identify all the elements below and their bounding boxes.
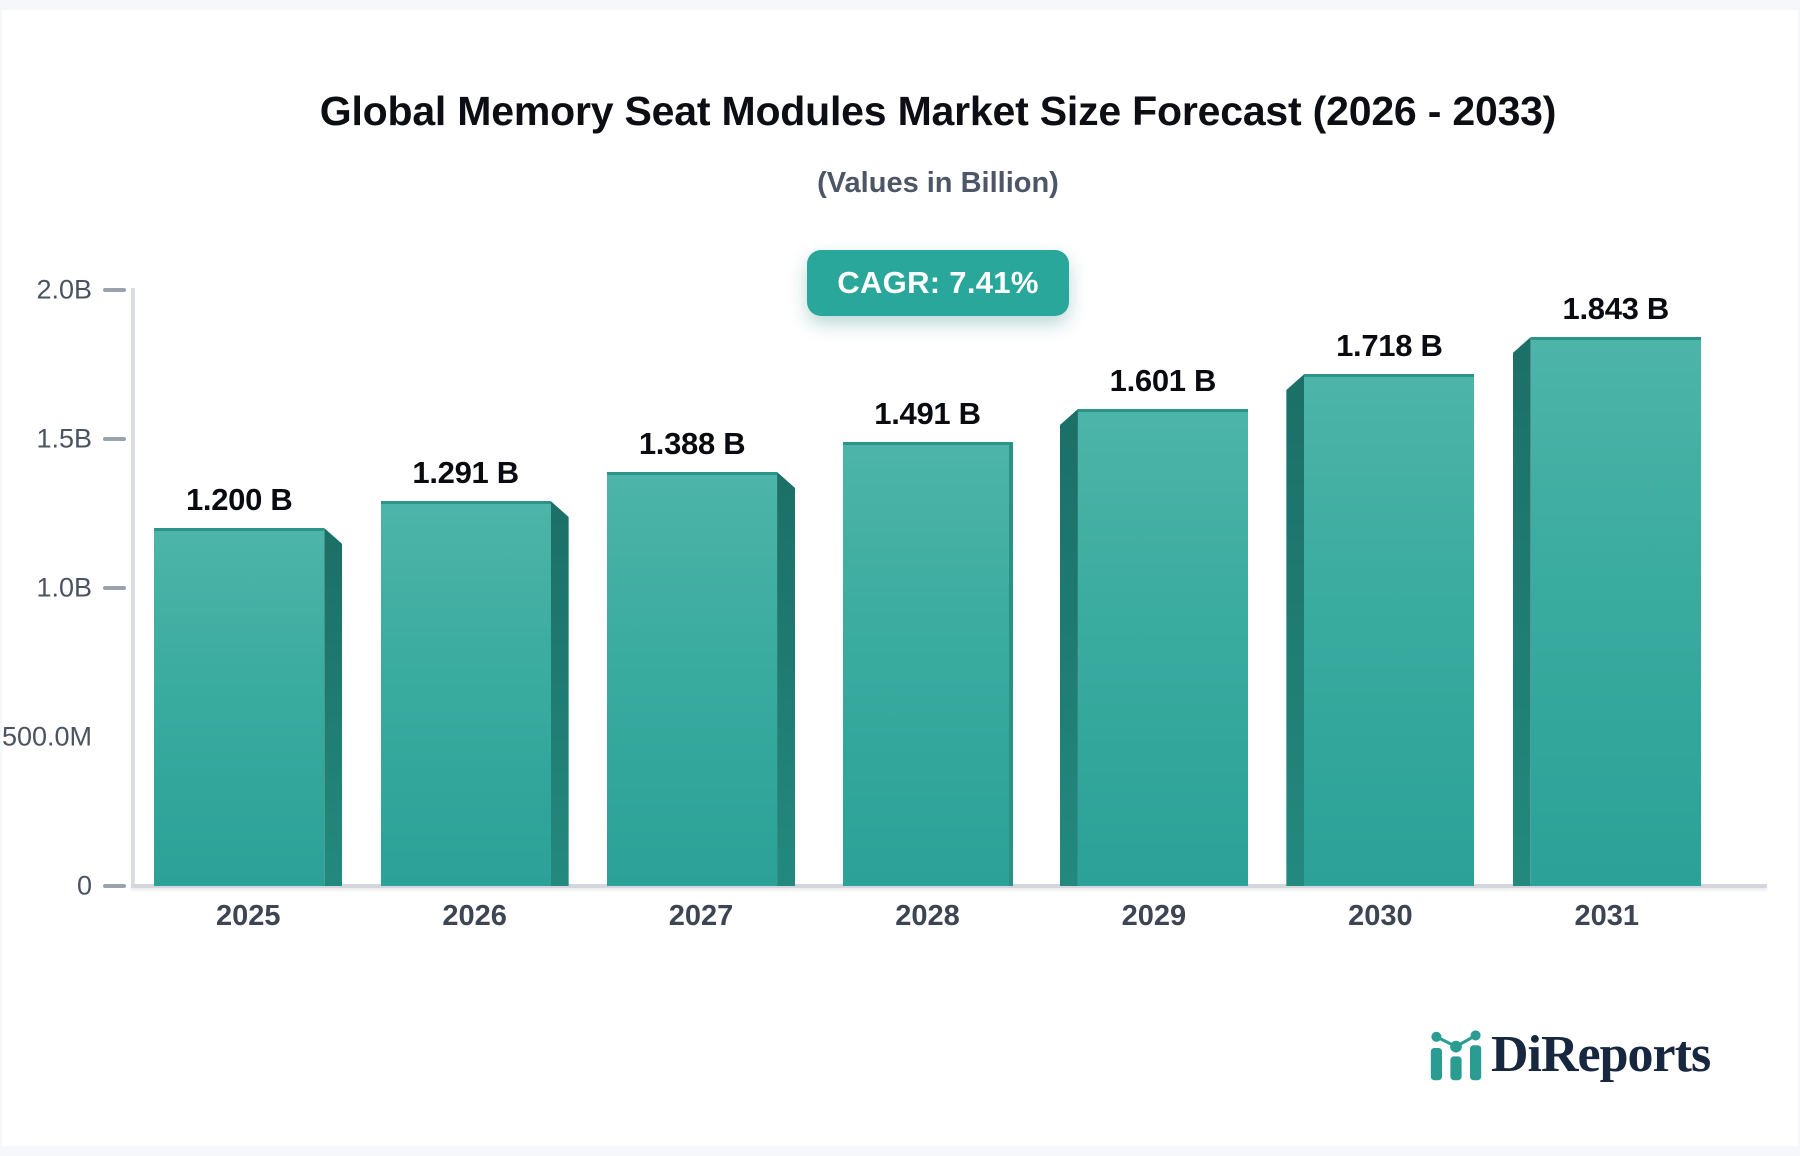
brand-logo: DiReports — [1428, 1026, 1711, 1083]
x-axis-label-2026: 2026 — [442, 900, 507, 932]
bar-value-label-2031: 1.843 B — [1562, 291, 1670, 326]
bar-2027 — [607, 472, 778, 886]
x-axis-label-2029: 2029 — [1121, 900, 1187, 932]
bar-2025 — [154, 528, 325, 886]
bar-2026 — [380, 501, 551, 886]
bar-2031 — [1530, 337, 1701, 886]
bar-2028 — [842, 442, 1013, 886]
y-axis-tick-label-0: 0 — [76, 870, 92, 901]
y-axis-tick-mark-2.0B — [103, 288, 126, 292]
bar-value-label-2028: 1.491 B — [874, 396, 981, 431]
y-axis-tick-mark-1.5B — [103, 437, 126, 441]
x-axis-label-2030: 2030 — [1348, 900, 1413, 932]
brand-name: DiReports — [1491, 1026, 1711, 1083]
bar-value-label-2026: 1.291 B — [412, 455, 519, 490]
bar-2027-side-panel — [777, 472, 796, 886]
direports-chart-icon — [1430, 1029, 1482, 1080]
bar-2031-side-panel — [1512, 337, 1531, 886]
bar-2029-side-panel — [1059, 409, 1078, 886]
bar-value-label-2027: 1.388 B — [638, 426, 746, 461]
y-axis-tick-mark-0 — [103, 884, 126, 888]
x-axis-label-2025: 2025 — [215, 900, 281, 932]
bar-2025-side-panel — [324, 528, 343, 886]
bar-value-label-2030: 1.718 B — [1336, 328, 1443, 363]
chart-subtitle: (Values in Billion) — [817, 167, 1059, 199]
cagr-badge-row: CAGR: 7.41% — [95, 250, 1781, 316]
y-axis-tick-label-1.0B: 1.0B — [36, 572, 92, 603]
x-axis-label-2031: 2031 — [1574, 900, 1640, 932]
y-axis-tick-mark-1.0B — [103, 586, 126, 590]
x-axis-line — [131, 884, 1767, 888]
bar-2026-side-panel — [550, 501, 569, 886]
bar-2030-side-panel — [1286, 374, 1305, 886]
y-axis-tick-label-1.5B: 1.5B — [36, 423, 92, 454]
x-axis-label-2027: 2027 — [668, 900, 734, 932]
cagr-badge: CAGR: 7.41% — [807, 250, 1069, 316]
y-axis-line — [131, 288, 135, 888]
x-axis-label-2028: 2028 — [895, 900, 960, 932]
bar-2030 — [1304, 374, 1475, 886]
bar-value-label-2025: 1.200 B — [185, 482, 293, 517]
chart-title: Global Memory Seat Modules Market Size F… — [319, 88, 1557, 134]
y-axis-tick-label-2.0B: 2.0B — [36, 274, 92, 305]
bar-value-label-2029: 1.601 B — [1109, 363, 1217, 398]
y-axis-tick-label-500.0M: 500.0M — [1, 721, 92, 752]
bar-2029 — [1077, 409, 1248, 886]
